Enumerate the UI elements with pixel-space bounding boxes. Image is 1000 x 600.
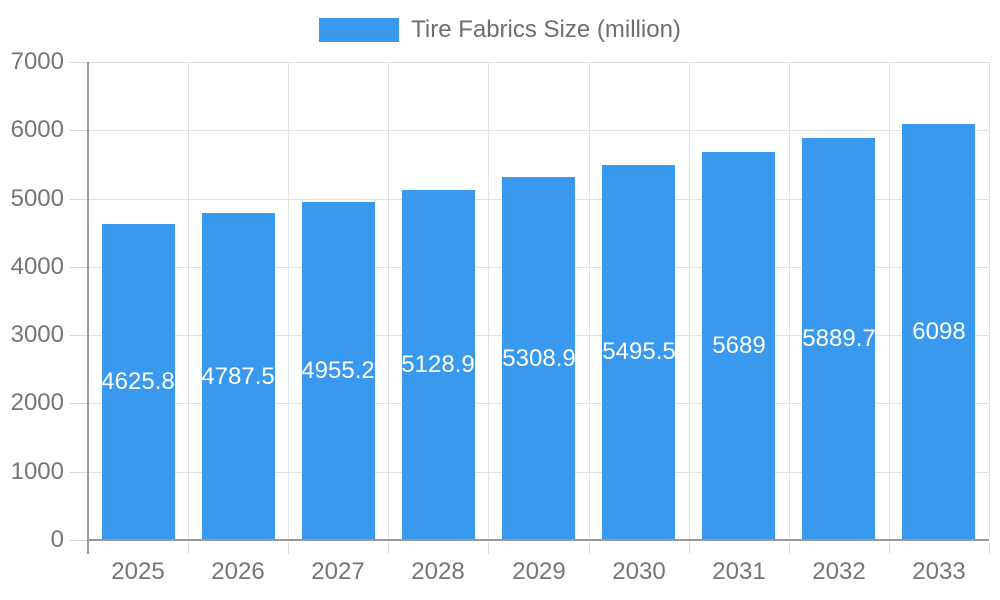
bar-value-label: 4625.8 <box>101 368 175 395</box>
x-tick-label: 2032 <box>812 558 866 585</box>
x-axis-tick <box>789 542 790 554</box>
x-tick-label: 2033 <box>912 558 966 585</box>
y-tick-label: 7000 <box>10 48 64 75</box>
x-tick-label: 2025 <box>111 558 165 585</box>
y-axis-tick <box>70 130 88 131</box>
bar-2032[interactable] <box>802 138 875 540</box>
y-axis-line <box>87 62 89 554</box>
x-axis-tick <box>188 542 189 554</box>
x-axis-tick <box>889 542 890 554</box>
y-tick-label: 1000 <box>10 458 64 485</box>
bar-2025[interactable] <box>102 224 175 540</box>
gridline-vertical <box>689 62 690 540</box>
legend-label: Tire Fabrics Size (million) <box>411 16 681 43</box>
x-axis-tick <box>288 542 289 554</box>
x-tick-label: 2030 <box>612 558 666 585</box>
bar-value-label: 4955.2 <box>301 357 375 384</box>
bar-value-label: 5689 <box>712 332 766 359</box>
y-tick-label: 0 <box>50 526 64 553</box>
y-tick-label: 2000 <box>10 389 64 416</box>
y-axis-tick <box>70 199 88 200</box>
x-axis-line <box>88 539 989 541</box>
y-axis-tick <box>70 403 88 404</box>
x-axis-tick <box>689 542 690 554</box>
gridline-vertical <box>889 62 890 540</box>
gridline-horizontal <box>88 62 989 63</box>
y-axis-tick <box>70 540 88 541</box>
bar-2026[interactable] <box>202 213 275 540</box>
gridline-vertical <box>288 62 289 540</box>
y-axis-tick <box>70 472 88 473</box>
y-tick-label: 6000 <box>10 116 64 143</box>
gridline-horizontal <box>88 130 989 131</box>
x-tick-label: 2031 <box>712 558 766 585</box>
bar-value-label: 6098 <box>912 318 966 345</box>
x-axis-tick <box>488 542 489 554</box>
y-tick-label: 4000 <box>10 253 64 280</box>
legend[interactable]: Tire Fabrics Size (million) <box>0 17 1000 43</box>
gridline-vertical <box>989 62 990 540</box>
gridline-vertical <box>789 62 790 540</box>
x-tick-label: 2028 <box>411 558 465 585</box>
y-axis-tick <box>70 267 88 268</box>
bar-2033[interactable] <box>902 124 975 540</box>
y-tick-label: 5000 <box>10 185 64 212</box>
bar-value-label: 5308.9 <box>502 345 576 372</box>
x-axis-tick <box>589 542 590 554</box>
gridline-vertical <box>188 62 189 540</box>
y-tick-label: 3000 <box>10 321 64 348</box>
y-axis-tick <box>70 335 88 336</box>
bar-2031[interactable] <box>702 152 775 540</box>
x-tick-label: 2027 <box>311 558 365 585</box>
bar-value-label: 5495.5 <box>602 338 676 365</box>
x-axis-tick <box>388 542 389 554</box>
bar-2030[interactable] <box>602 165 675 540</box>
bar-value-label: 5889.7 <box>802 325 876 352</box>
gridline-vertical <box>388 62 389 540</box>
legend-swatch <box>319 18 400 42</box>
x-axis-tick <box>989 542 990 554</box>
bar-2029[interactable] <box>502 177 575 540</box>
gridline-vertical <box>488 62 489 540</box>
bar-value-label: 5128.9 <box>401 351 475 378</box>
bar-2027[interactable] <box>302 202 375 540</box>
bar-value-label: 4787.5 <box>201 363 275 390</box>
y-axis-tick <box>70 62 88 63</box>
x-tick-label: 2026 <box>211 558 265 585</box>
x-tick-label: 2029 <box>512 558 566 585</box>
gridline-vertical <box>589 62 590 540</box>
bar-2028[interactable] <box>402 190 475 540</box>
